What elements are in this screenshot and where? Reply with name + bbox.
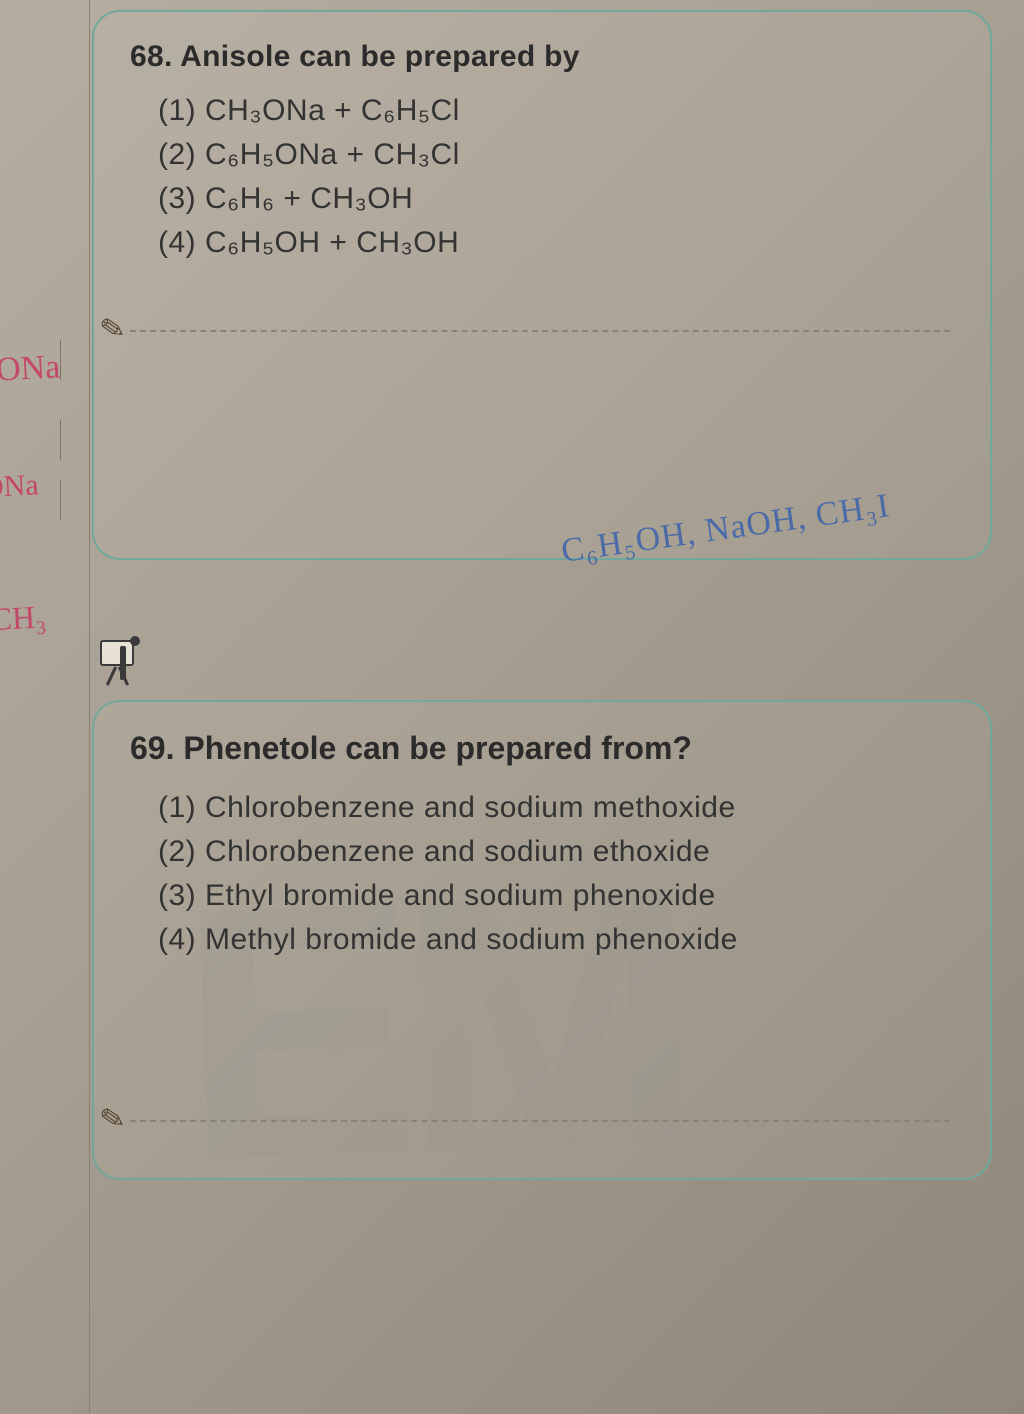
question-text: Phenetole can be prepared from? (183, 730, 692, 766)
handwritten-note: -CH₃ (0, 598, 47, 638)
option-row: (4) C₆H₅OH + CH₃OH (158, 226, 954, 260)
option-label: (1) (158, 94, 196, 127)
option-label: (4) (158, 226, 196, 259)
option-text: Chlorobenzene and sodium ethoxide (205, 835, 710, 868)
note-divider (130, 1120, 950, 1122)
margin-tick (60, 420, 61, 460)
easel-icon (100, 640, 148, 688)
handwritten-note: ONa (0, 348, 61, 389)
option-text: Ethyl bromide and sodium phenoxide (205, 879, 716, 912)
option-row: (3) C₆H₆ + CH₃OH (158, 182, 954, 216)
option-row: (2) C₆H₅ONa + CH₃Cl (158, 138, 954, 172)
option-row: (3) Ethyl bromide and sodium phenoxide (158, 879, 954, 913)
option-row: (1) Chlorobenzene and sodium methoxide (158, 791, 954, 825)
option-row: (1) CH₃ONa + C₆H₅Cl (158, 94, 954, 128)
margin-tick (60, 480, 61, 520)
option-formula: C₆H₅OH + CH₃OH (205, 226, 459, 259)
option-row: (2) Chlorobenzene and sodium ethoxide (158, 835, 954, 869)
left-margin-rule (0, 0, 90, 1414)
option-label: (2) (158, 835, 196, 868)
option-formula: C₆H₆ + CH₃OH (205, 182, 413, 215)
option-text: Chlorobenzene and sodium methoxide (205, 791, 736, 824)
option-label: (3) (158, 182, 196, 215)
option-label: (4) (158, 923, 196, 956)
option-label: (1) (158, 791, 196, 824)
option-formula: CH₃ONa + C₆H₅Cl (205, 94, 460, 127)
option-row: (4) Methyl bromide and sodium phenoxide (158, 923, 954, 957)
option-label: (2) (158, 138, 196, 171)
question-heading: 68. Anisole can be prepared by (130, 40, 954, 74)
question-card-69: 69. Phenetole can be prepared from? (1) … (92, 700, 992, 1180)
question-card-68: 68. Anisole can be prepared by (1) CH₃ON… (92, 10, 992, 560)
question-number: 69. (130, 730, 174, 766)
handwritten-note: -ONa (0, 468, 39, 505)
page-surface: 68. Anisole can be prepared by (1) CH₃ON… (0, 0, 1024, 1414)
option-formula: C₆H₅ONa + CH₃Cl (205, 138, 460, 171)
note-divider (130, 330, 950, 332)
option-label: (3) (158, 879, 196, 912)
option-text: Methyl bromide and sodium phenoxide (205, 923, 738, 956)
question-heading: 69. Phenetole can be prepared from? (130, 730, 954, 767)
question-number: 68. (130, 40, 173, 73)
question-text: Anisole can be prepared by (180, 40, 580, 73)
